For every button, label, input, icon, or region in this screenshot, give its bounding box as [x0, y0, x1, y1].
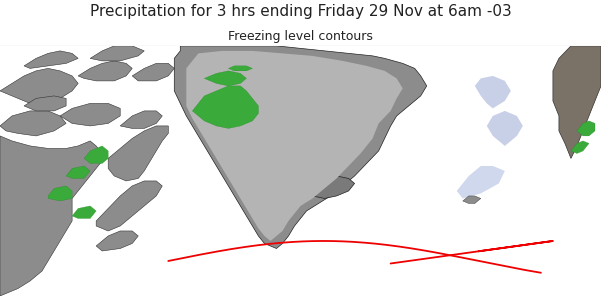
- Polygon shape: [96, 231, 138, 251]
- Polygon shape: [48, 186, 72, 201]
- Polygon shape: [186, 51, 403, 241]
- Polygon shape: [132, 63, 174, 81]
- Polygon shape: [84, 146, 108, 163]
- Polygon shape: [108, 126, 168, 181]
- Polygon shape: [553, 46, 601, 158]
- Polygon shape: [571, 141, 589, 153]
- Polygon shape: [78, 61, 132, 81]
- Polygon shape: [174, 46, 427, 248]
- Polygon shape: [487, 111, 523, 146]
- Polygon shape: [192, 86, 258, 128]
- Polygon shape: [60, 103, 120, 126]
- Polygon shape: [0, 111, 66, 136]
- Polygon shape: [300, 176, 355, 198]
- Polygon shape: [66, 166, 90, 178]
- Text: Freezing level contours: Freezing level contours: [228, 30, 373, 43]
- Polygon shape: [475, 76, 511, 108]
- Polygon shape: [228, 66, 252, 71]
- Polygon shape: [120, 111, 162, 128]
- Polygon shape: [90, 46, 144, 61]
- Polygon shape: [72, 206, 96, 218]
- Polygon shape: [96, 181, 162, 231]
- Polygon shape: [204, 71, 246, 86]
- Polygon shape: [457, 166, 505, 198]
- Polygon shape: [0, 136, 102, 296]
- Polygon shape: [24, 96, 66, 111]
- Polygon shape: [24, 51, 78, 68]
- Text: Precipitation for 3 hrs ending Friday 29 Nov at 6am -03: Precipitation for 3 hrs ending Friday 29…: [90, 4, 511, 19]
- Polygon shape: [463, 196, 481, 203]
- Polygon shape: [577, 121, 595, 136]
- Polygon shape: [0, 68, 78, 103]
